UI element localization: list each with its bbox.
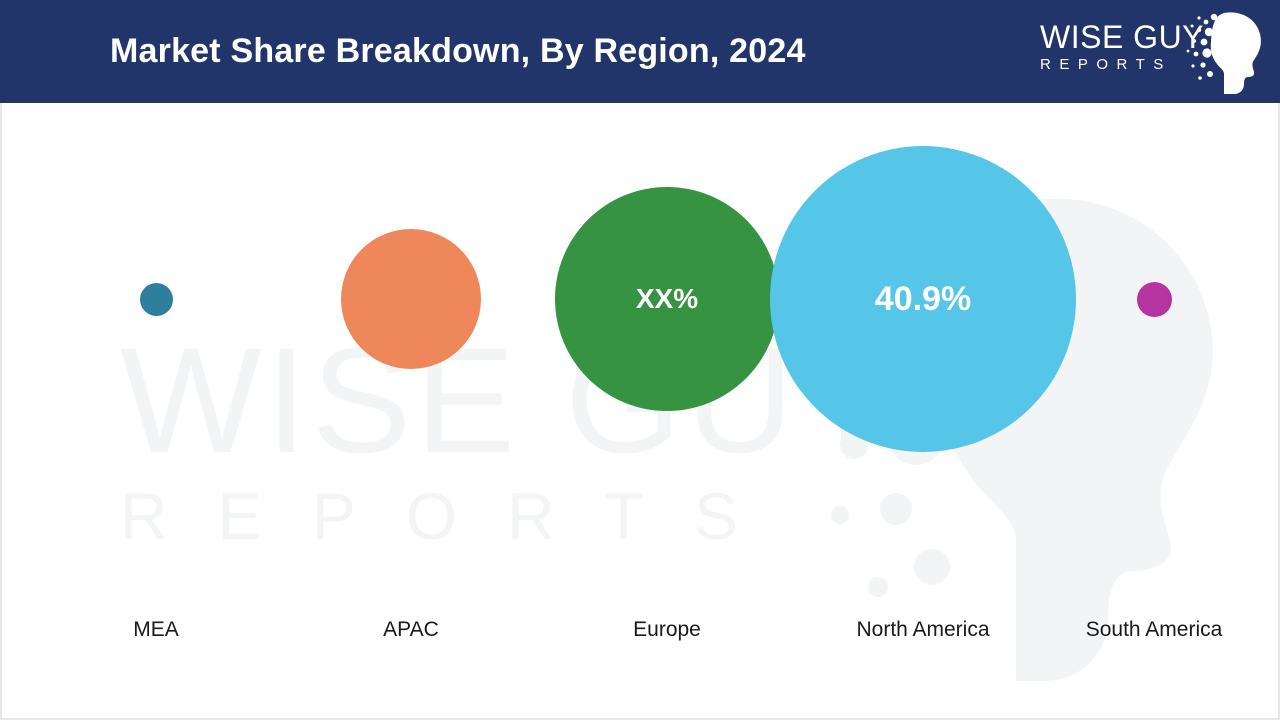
head-profile-dots-icon xyxy=(1186,12,1261,94)
category-labels: MEA APAC Europe North America South Amer… xyxy=(2,617,1278,663)
bubble-europe[interactable]: XX% xyxy=(555,187,779,411)
bubble-europe-value: XX% xyxy=(635,283,699,314)
category-label-north-america: North America xyxy=(856,618,990,641)
bubble-south-america[interactable] xyxy=(1136,281,1172,317)
category-label-mea: MEA xyxy=(133,618,179,641)
logo-primary-text: WISE GUY xyxy=(1040,19,1205,55)
category-label-apac: APAC xyxy=(383,618,439,641)
brand-logo: WISE GUY REPORTS xyxy=(1036,6,1266,98)
bubble-north-america[interactable]: 40.9% xyxy=(770,146,1076,452)
logo-secondary-text: REPORTS xyxy=(1040,56,1172,73)
page-title: Market Share Breakdown, By Region, 2024 xyxy=(110,32,806,70)
bubble-mea[interactable] xyxy=(139,282,173,316)
bubble-north-america-value: 40.9% xyxy=(874,279,972,318)
logo-text: WISE GUY REPORTS xyxy=(1040,20,1216,74)
category-label-europe: Europe xyxy=(633,618,701,641)
category-label-south-america: South America xyxy=(1085,618,1223,641)
bubble-apac[interactable] xyxy=(341,229,481,369)
chart-plot-area: WISE GUY REPORTS xyxy=(0,103,1280,720)
header-bar: Market Share Breakdown, By Region, 2024 … xyxy=(0,0,1280,103)
